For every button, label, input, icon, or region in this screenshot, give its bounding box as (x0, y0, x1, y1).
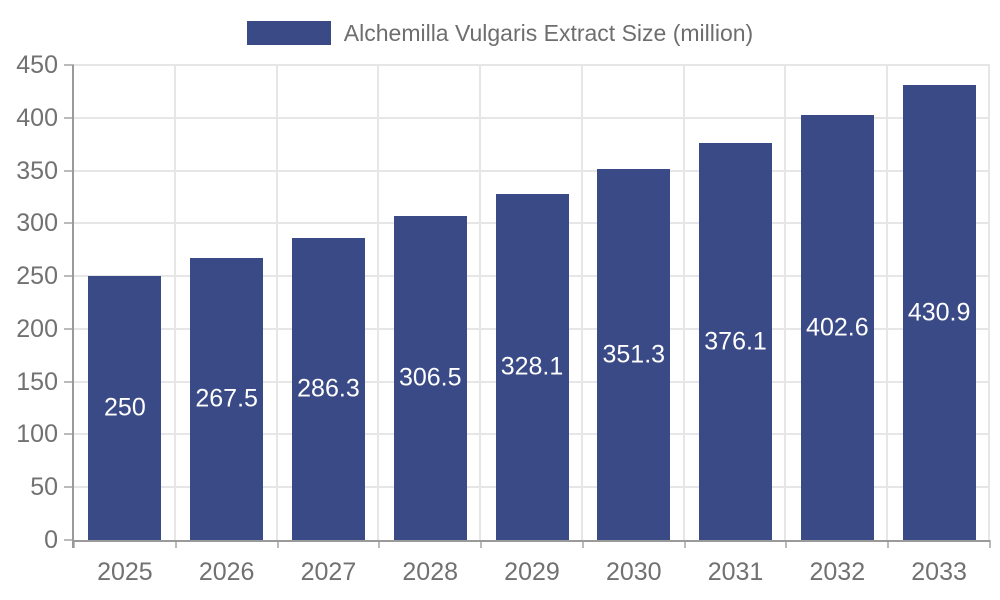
x-axis-tick (785, 540, 788, 548)
legend-item[interactable]: Alchemilla Vulgaris Extract Size (millio… (246, 19, 754, 47)
x-axis-line (72, 540, 990, 542)
gridline-vertical (784, 65, 787, 540)
bar-value-label: 267.5 (195, 384, 258, 413)
bar: 376.1 (699, 143, 773, 540)
legend: Alchemilla Vulgaris Extract Size (millio… (0, 14, 1000, 52)
y-tick-label: 200 (16, 314, 58, 343)
gridline-vertical (377, 65, 380, 540)
x-axis-tick (276, 540, 279, 548)
gridline-horizontal (74, 116, 990, 119)
y-axis-tick (64, 433, 74, 436)
x-tick-label: 2033 (911, 558, 967, 586)
y-tick-label: 50 (30, 473, 58, 502)
y-tick-label: 150 (16, 367, 58, 396)
bar: 286.3 (291, 237, 365, 540)
bar: 250 (88, 276, 162, 540)
x-axis-tick (174, 540, 177, 548)
gridline-horizontal (74, 64, 990, 66)
gridline-vertical (173, 65, 176, 540)
x-tick-label: 2027 (300, 558, 357, 586)
bar: 430.9 (902, 85, 976, 540)
y-tick-label: 300 (16, 209, 58, 238)
x-tick-label: 2032 (809, 558, 866, 586)
gridline-horizontal (74, 169, 990, 172)
x-axis-tick (683, 540, 686, 548)
y-tick-label: 350 (16, 156, 58, 185)
x-axis-tick (989, 540, 991, 548)
x-tick-label: 2028 (402, 558, 459, 586)
x-axis-tick (581, 540, 584, 548)
bar-value-label: 250 (104, 393, 146, 422)
y-tick-label: 450 (16, 51, 58, 79)
x-axis-tick (73, 540, 75, 548)
y-axis-tick (64, 539, 74, 541)
y-tick-label: 100 (16, 420, 58, 449)
x-tick-label: 2026 (198, 558, 255, 586)
bar-value-label: 328.1 (500, 352, 564, 381)
bar: 267.5 (190, 257, 264, 540)
plot-area: 250 267.5 286.3 306.5 328.1 351.3 376.1 402.6 43… (72, 64, 990, 548)
gridline-vertical (479, 65, 482, 540)
bar-value-label: 402.6 (806, 313, 869, 342)
x-axis-tick (480, 540, 483, 548)
bar: 306.5 (393, 216, 467, 540)
bar: 328.1 (495, 193, 569, 540)
y-axis-line (72, 65, 74, 548)
legend-label: Alchemilla Vulgaris Extract Size (millio… (343, 19, 754, 46)
x-axis-tick (887, 540, 890, 548)
y-tick-label: 400 (16, 103, 58, 132)
bar: 402.6 (800, 115, 874, 540)
gridline-vertical (682, 65, 685, 540)
bar: 351.3 (597, 169, 671, 540)
gridline-vertical (275, 65, 278, 540)
legend-swatch-icon (246, 21, 331, 45)
y-tick-label: 250 (16, 262, 58, 291)
y-axis-tick (64, 486, 74, 489)
y-axis-tick (64, 380, 74, 383)
bar-value-label: 376.1 (704, 327, 767, 355)
x-tick-label: 2031 (707, 558, 764, 586)
y-tick-label: 0 (44, 526, 58, 554)
y-axis-tick (64, 327, 74, 330)
bar-value-label: 351.3 (602, 340, 666, 369)
bar-value-label: 430.9 (907, 298, 971, 327)
gridline-vertical (886, 65, 889, 540)
y-axis-tick (64, 275, 74, 278)
x-tick-label: 2030 (605, 558, 662, 586)
x-tick-label: 2025 (97, 558, 153, 586)
gridline-vertical (580, 65, 583, 540)
x-tick-label: 2029 (504, 558, 560, 586)
gridline-vertical (988, 65, 990, 540)
bar-value-label: 306.5 (398, 363, 462, 392)
y-axis-tick (64, 169, 74, 172)
bar-value-label: 286.3 (297, 374, 360, 403)
y-axis-tick (64, 222, 74, 225)
y-axis-tick (64, 64, 74, 66)
x-axis-tick (378, 540, 381, 548)
y-axis-tick (64, 116, 74, 119)
